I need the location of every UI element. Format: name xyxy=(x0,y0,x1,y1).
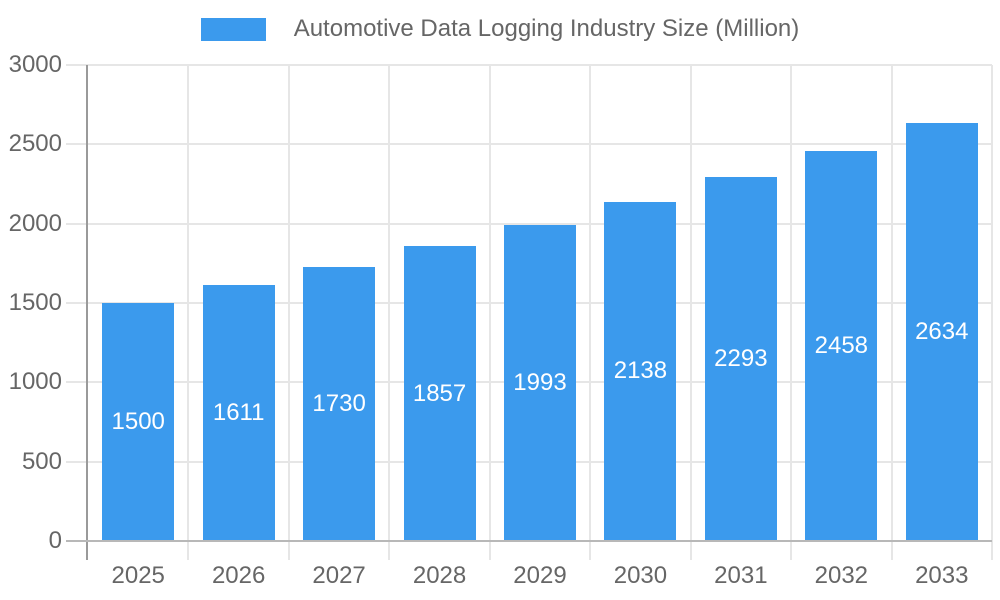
bar-value-label: 2293 xyxy=(714,345,768,373)
bar-value-label: 2458 xyxy=(814,331,869,359)
y-axis-tick-label: 2000 xyxy=(8,209,62,237)
bar-value-label: 2634 xyxy=(915,318,969,346)
x-gridline xyxy=(187,65,190,560)
x-axis-tick-label: 2028 xyxy=(412,562,467,589)
bar-2033[interactable]: 2634 xyxy=(905,123,978,541)
legend-swatch-icon xyxy=(200,17,266,41)
bar-2030[interactable]: 2138 xyxy=(604,201,677,541)
x-axis-tick-label: 2031 xyxy=(714,562,768,589)
x-gridline xyxy=(689,65,692,560)
x-axis-baseline xyxy=(66,540,992,542)
bar-2027[interactable]: 1730 xyxy=(303,266,376,541)
bar-2028[interactable]: 1857 xyxy=(403,246,476,541)
x-axis-tick-label: 2025 xyxy=(111,562,165,589)
bar-value-label: 1611 xyxy=(212,399,265,427)
x-axis-tick-label: 2029 xyxy=(513,562,567,589)
bar-2025[interactable]: 1500 xyxy=(102,303,175,541)
x-axis-tick-label: 2032 xyxy=(814,562,869,589)
bar-value-label: 1500 xyxy=(111,408,165,435)
y-gridline xyxy=(66,64,992,66)
x-gridline xyxy=(488,65,491,560)
bar-value-label: 1730 xyxy=(312,389,366,417)
bar-value-label: 1857 xyxy=(412,379,467,407)
bar-2032[interactable]: 2458 xyxy=(805,150,878,541)
x-axis-tick-label: 2026 xyxy=(211,562,266,589)
y-gridline xyxy=(66,143,992,146)
y-axis-tick-label: 3000 xyxy=(8,51,62,78)
bar-value-label: 1993 xyxy=(513,368,567,396)
x-axis-tick-label: 2033 xyxy=(915,562,969,589)
y-axis-tick-label: 1500 xyxy=(8,289,62,316)
x-gridline xyxy=(287,65,290,560)
x-gridline xyxy=(589,65,592,560)
chart-title: Automotive Data Logging Industry Size (M… xyxy=(293,15,800,42)
bar-2031[interactable]: 2293 xyxy=(704,177,777,541)
x-gridline xyxy=(388,65,391,560)
y-axis-tick-label: 2500 xyxy=(8,130,62,158)
y-gridline xyxy=(66,222,992,225)
bar-2029[interactable]: 1993 xyxy=(504,224,576,541)
chart-legend[interactable]: Automotive Data Logging Industry Size (M… xyxy=(0,14,1000,44)
y-axis-tick-label: 500 xyxy=(21,447,62,475)
x-gridline xyxy=(790,65,793,560)
x-gridline xyxy=(890,65,893,560)
bar-value-label: 2138 xyxy=(613,357,668,385)
x-axis-tick-label: 2030 xyxy=(613,562,668,589)
y-axis-tick-label: 1000 xyxy=(8,368,62,396)
bar-2026[interactable]: 1611 xyxy=(202,285,275,541)
y-axis-tick-label: 0 xyxy=(48,527,62,554)
x-gridline xyxy=(991,65,993,560)
x-axis-tick-label: 2027 xyxy=(312,562,366,589)
y-axis-line xyxy=(86,65,88,560)
